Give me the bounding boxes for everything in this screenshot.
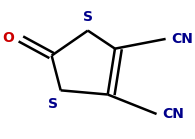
Text: O: O bbox=[2, 31, 14, 44]
Text: CN: CN bbox=[162, 107, 184, 121]
Text: S: S bbox=[49, 97, 58, 111]
Text: S: S bbox=[83, 10, 93, 24]
Text: CN: CN bbox=[171, 32, 193, 46]
